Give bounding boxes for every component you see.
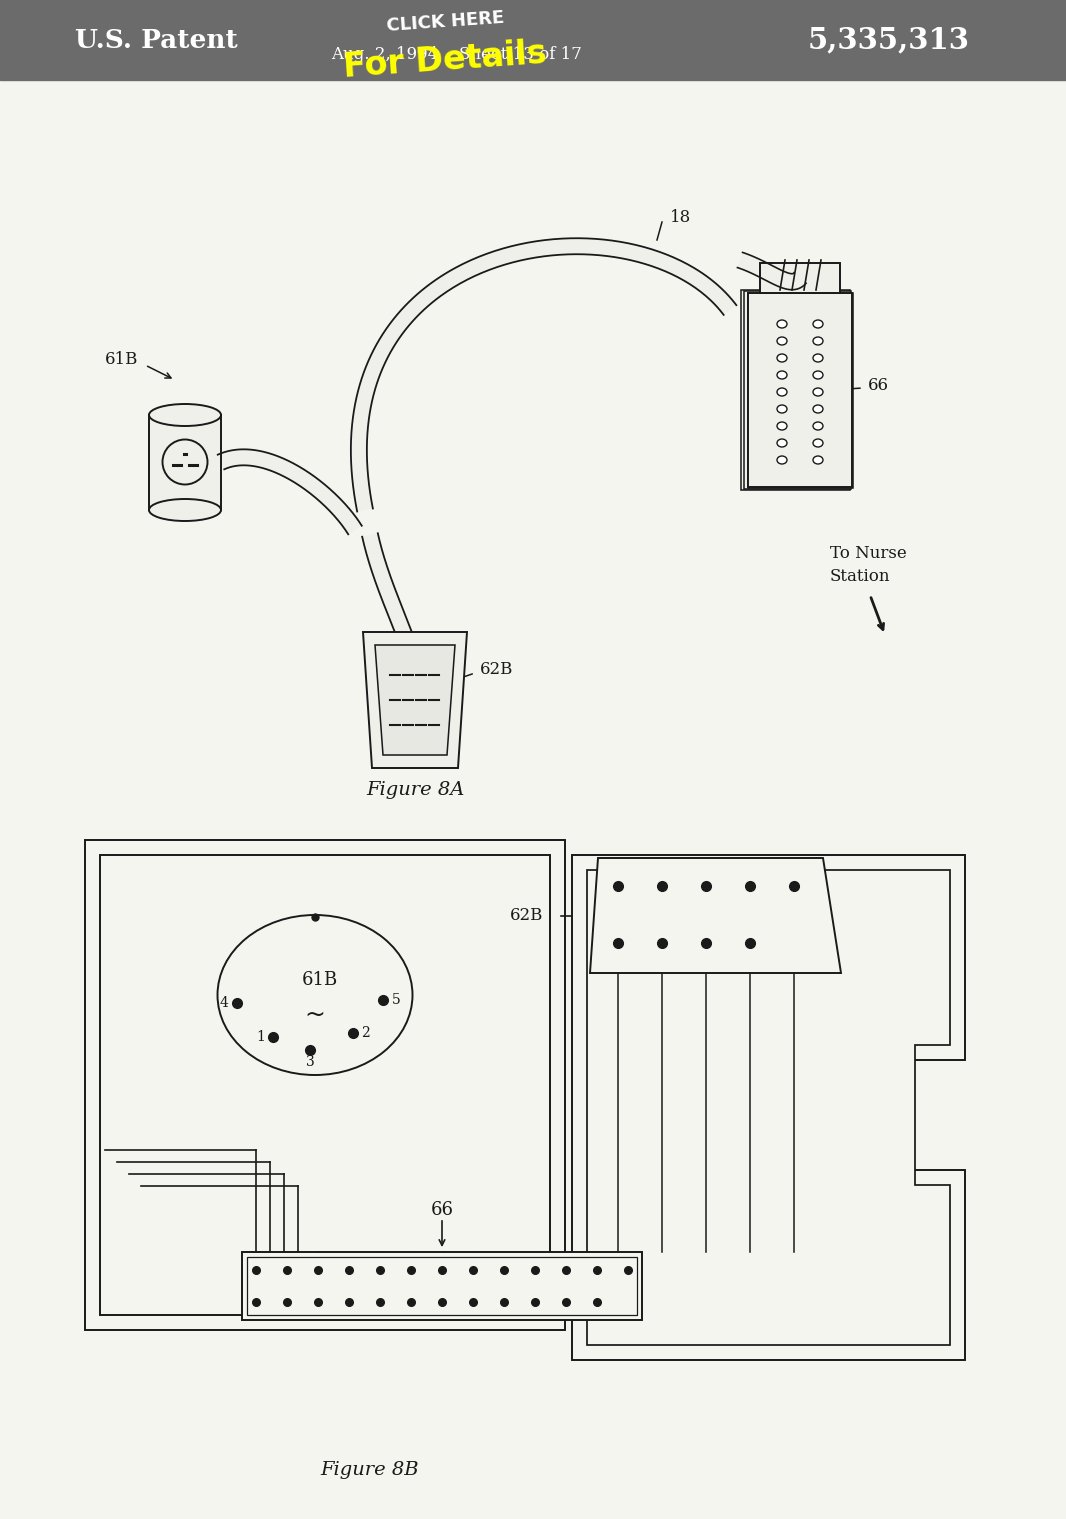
Ellipse shape: [813, 406, 823, 413]
Bar: [247, 1258, 637, 1315]
Text: Aug. 2, 1994: Aug. 2, 1994: [332, 46, 438, 62]
Text: To Nurse
Station: To Nurse Station: [830, 545, 907, 585]
Polygon shape: [351, 238, 737, 512]
Text: 1: 1: [253, 1252, 259, 1259]
Polygon shape: [364, 632, 467, 769]
Bar: [747, 293, 853, 488]
Text: 17: 17: [342, 1312, 356, 1322]
Ellipse shape: [777, 422, 787, 430]
Text: 23: 23: [529, 1312, 542, 1322]
Text: 61B: 61B: [302, 971, 338, 989]
Text: 62B: 62B: [510, 907, 543, 925]
Text: 19: 19: [404, 1312, 418, 1322]
Ellipse shape: [149, 500, 221, 521]
Ellipse shape: [813, 354, 823, 362]
Text: 4: 4: [345, 1252, 352, 1259]
Ellipse shape: [777, 354, 787, 362]
Text: 1: 1: [257, 1030, 265, 1044]
Text: Figure 8A: Figure 8A: [366, 781, 464, 799]
Ellipse shape: [162, 439, 208, 485]
Text: 66: 66: [431, 1202, 453, 1220]
Text: 2: 2: [284, 1252, 290, 1259]
Text: 5,335,313: 5,335,313: [808, 26, 970, 55]
Bar: [744, 292, 852, 489]
Text: 7: 7: [658, 955, 666, 969]
Text: 18: 18: [671, 210, 691, 226]
Text: 4: 4: [746, 860, 754, 873]
Text: 2: 2: [360, 1025, 370, 1041]
Ellipse shape: [813, 456, 823, 463]
Bar: [242, 1252, 642, 1320]
Ellipse shape: [777, 439, 787, 447]
Ellipse shape: [813, 439, 823, 447]
Text: CLICK HERE: CLICK HERE: [386, 9, 504, 35]
Polygon shape: [587, 870, 950, 1344]
Text: 2: 2: [658, 860, 666, 873]
Text: 7: 7: [439, 1252, 446, 1259]
Bar: [760, 263, 840, 293]
Text: 8: 8: [470, 1252, 477, 1259]
Text: 3: 3: [701, 860, 710, 873]
Text: 1: 1: [614, 860, 623, 873]
Ellipse shape: [777, 371, 787, 380]
Bar: [741, 290, 851, 489]
Bar: [149, 415, 221, 510]
Text: 13: 13: [621, 1252, 634, 1259]
Text: 25: 25: [591, 1312, 603, 1322]
Text: 21: 21: [467, 1312, 480, 1322]
Ellipse shape: [813, 422, 823, 430]
Text: 5: 5: [790, 860, 798, 873]
Bar: [748, 293, 852, 488]
Bar: [0, 0, 1066, 81]
Ellipse shape: [217, 914, 413, 1075]
Polygon shape: [589, 858, 841, 974]
Text: 18: 18: [373, 1312, 387, 1322]
Text: 6: 6: [407, 1252, 415, 1259]
Ellipse shape: [813, 371, 823, 380]
Text: 4: 4: [220, 996, 228, 1010]
Ellipse shape: [777, 387, 787, 396]
Text: 6: 6: [614, 955, 623, 969]
Polygon shape: [738, 252, 806, 290]
Text: 14: 14: [249, 1312, 262, 1322]
Ellipse shape: [777, 456, 787, 463]
Ellipse shape: [149, 404, 221, 425]
Polygon shape: [572, 855, 965, 1360]
Text: 11: 11: [560, 1252, 572, 1259]
Text: 10: 10: [529, 1252, 542, 1259]
Text: 9: 9: [501, 1252, 507, 1259]
Text: 22: 22: [498, 1312, 511, 1322]
Text: 24: 24: [560, 1312, 572, 1322]
Text: For Details: For Details: [342, 36, 548, 84]
Text: 62B: 62B: [480, 661, 514, 679]
Text: Sheet 13 of 17: Sheet 13 of 17: [458, 46, 581, 62]
Text: 20: 20: [435, 1312, 449, 1322]
Ellipse shape: [777, 406, 787, 413]
Polygon shape: [375, 646, 455, 755]
Text: 8: 8: [701, 955, 710, 969]
Text: 9: 9: [746, 955, 755, 969]
Ellipse shape: [777, 321, 787, 328]
Ellipse shape: [813, 387, 823, 396]
Text: 61B: 61B: [104, 351, 138, 369]
Text: Figure 8B: Figure 8B: [321, 1461, 419, 1480]
Polygon shape: [362, 533, 418, 653]
Text: 5: 5: [391, 993, 401, 1007]
Ellipse shape: [777, 337, 787, 345]
Polygon shape: [217, 450, 361, 535]
Text: ~: ~: [305, 1003, 325, 1027]
Ellipse shape: [813, 321, 823, 328]
Bar: [100, 855, 550, 1315]
Text: 12: 12: [591, 1252, 603, 1259]
Text: 3: 3: [306, 1056, 314, 1069]
Bar: [85, 840, 565, 1331]
Ellipse shape: [813, 337, 823, 345]
Text: U.S. Patent: U.S. Patent: [75, 27, 238, 53]
Text: 16: 16: [311, 1312, 325, 1322]
Text: 3: 3: [314, 1252, 321, 1259]
Text: 15: 15: [280, 1312, 293, 1322]
Text: 5: 5: [376, 1252, 384, 1259]
Text: 66: 66: [868, 377, 889, 393]
